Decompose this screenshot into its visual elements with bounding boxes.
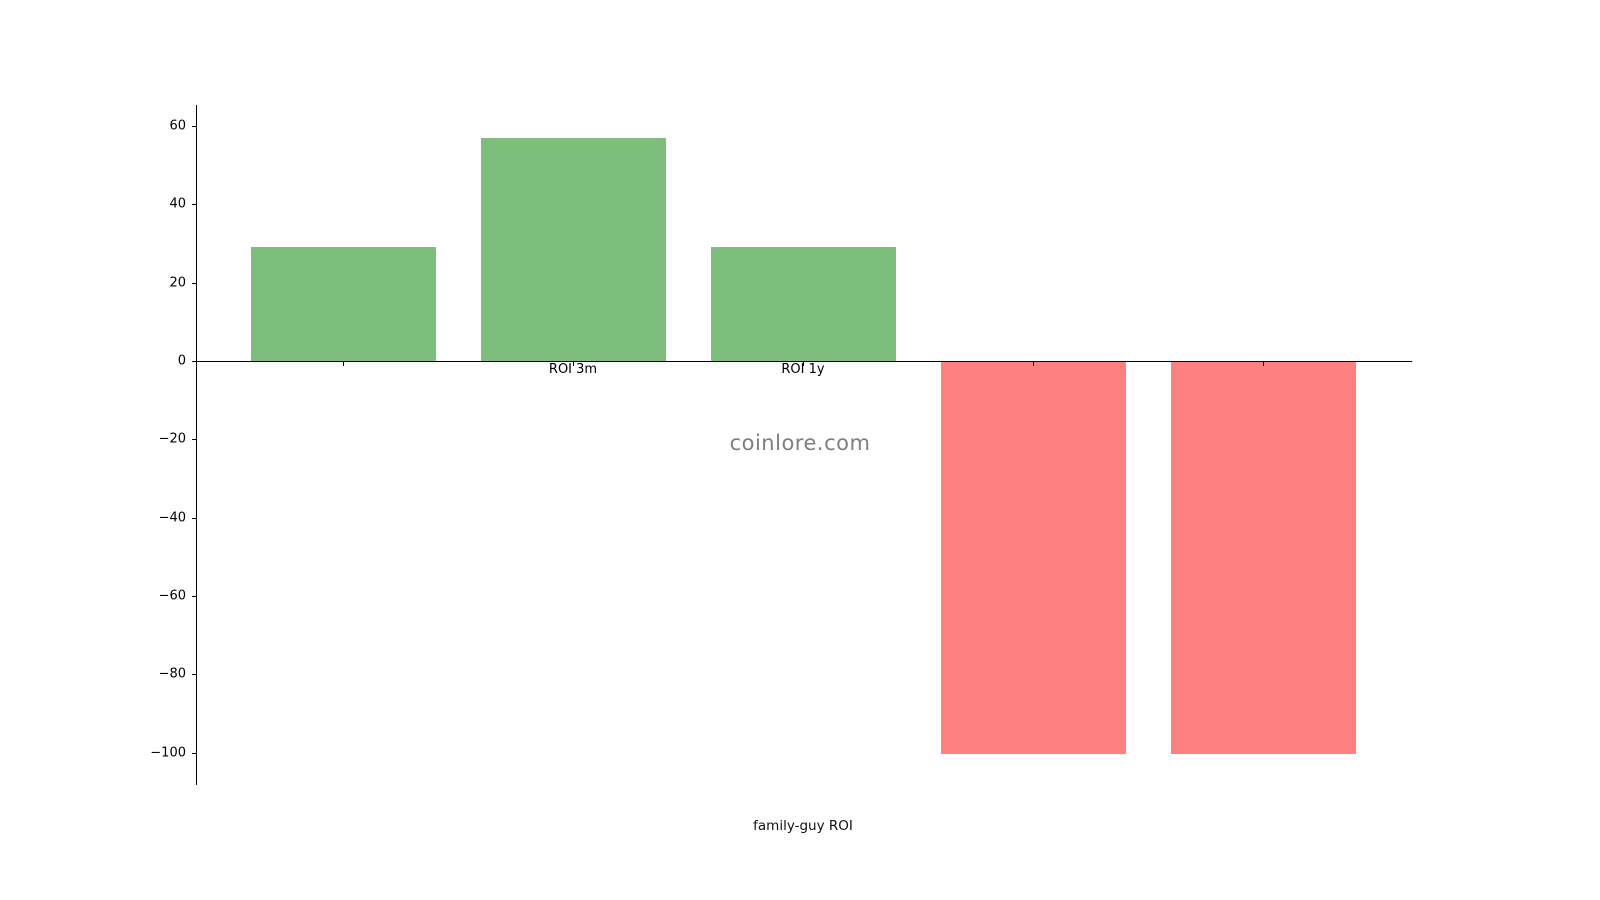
- y-tick-label: 40: [169, 196, 186, 212]
- x-tick-label: ROI 3m: [548, 362, 598, 377]
- x-tick-label: ROI 1y: [781, 362, 825, 377]
- y-axis-spine: [196, 105, 197, 785]
- roi-bar-1: [480, 137, 666, 361]
- y-tick-label: −100: [150, 745, 186, 760]
- chart-title: family-guy ROI: [753, 818, 853, 834]
- y-tick-label: −80: [158, 666, 186, 682]
- roi-bar-4: [1170, 362, 1356, 754]
- x-tick-mark: [1263, 362, 1264, 366]
- x-tick-mark: [1033, 362, 1034, 366]
- y-tick-mark: [192, 752, 196, 754]
- y-tick-mark: [192, 282, 196, 284]
- roi-bar-3: [940, 362, 1126, 754]
- x-tick-mark: [573, 362, 574, 366]
- y-tick-label: −40: [158, 510, 186, 526]
- y-tick-mark: [192, 361, 196, 362]
- y-tick-mark: [192, 595, 196, 597]
- roi-bar-2: [710, 247, 896, 361]
- y-tick-mark: [192, 674, 196, 676]
- y-tick-mark: [192, 517, 196, 519]
- x-tick-mark: [803, 362, 804, 366]
- y-tick-label: 0: [177, 353, 186, 369]
- roi-bar-0: [250, 247, 436, 361]
- watermark-text: coinlore.com: [729, 431, 871, 455]
- x-tick-mark: [343, 362, 344, 366]
- y-tick-label: 20: [169, 275, 186, 291]
- y-tick-mark: [192, 439, 196, 441]
- y-tick-label: −60: [158, 588, 186, 604]
- x-axis-zero-line: [196, 361, 1412, 362]
- y-tick-label: −20: [158, 431, 186, 447]
- y-tick-mark: [192, 204, 196, 206]
- y-tick-label: 60: [169, 118, 186, 134]
- y-tick-mark: [192, 126, 196, 128]
